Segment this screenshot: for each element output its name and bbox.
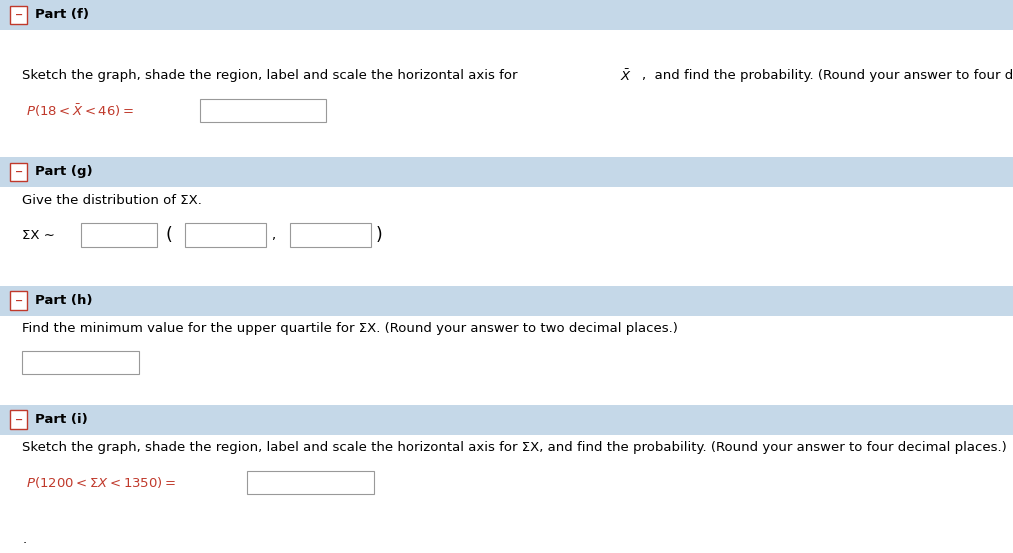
Text: $P(18 < \bar{X} < 46) =$: $P(18 < \bar{X} < 46) =$ <box>22 102 135 119</box>
Bar <box>10 6 27 24</box>
Text: Part (i): Part (i) <box>35 413 88 426</box>
Bar <box>0 0 1013 30</box>
Text: −: − <box>14 296 23 306</box>
Bar <box>247 471 374 494</box>
Text: −: − <box>14 10 23 20</box>
Text: Part (g): Part (g) <box>35 165 93 179</box>
Text: (: ( <box>165 226 172 244</box>
Bar <box>290 223 371 247</box>
Bar <box>10 291 27 310</box>
Text: .: . <box>22 533 26 546</box>
Text: Part (f): Part (f) <box>35 8 89 22</box>
Bar <box>22 351 139 374</box>
Text: Part (h): Part (h) <box>35 294 93 307</box>
Text: Sketch the graph, shade the region, label and scale the horizontal axis for ΣX, : Sketch the graph, shade the region, labe… <box>22 441 1007 455</box>
Bar <box>0 157 1013 187</box>
Bar <box>10 163 27 181</box>
Bar <box>10 410 27 429</box>
Text: −: − <box>14 415 23 425</box>
Bar <box>81 223 157 247</box>
Text: Find the minimum value for the upper quartile for ΣX. (Round your answer to two : Find the minimum value for the upper qua… <box>22 322 678 335</box>
Text: $\bar{X}$: $\bar{X}$ <box>620 68 632 84</box>
Bar <box>200 99 326 122</box>
Text: ,  and find the probability. (Round your answer to four decimal places.): , and find the probability. (Round your … <box>642 69 1013 82</box>
Text: ): ) <box>376 226 383 244</box>
Bar <box>0 405 1013 435</box>
Text: ΣX ∼: ΣX ∼ <box>22 228 55 242</box>
Text: Sketch the graph, shade the region, label and scale the horizontal axis for: Sketch the graph, shade the region, labe… <box>22 69 522 82</box>
Text: Give the distribution of ΣX.: Give the distribution of ΣX. <box>22 194 203 207</box>
Text: $P(1200 < ΣX < 1350) =$: $P(1200 < ΣX < 1350) =$ <box>22 475 176 491</box>
Text: −: − <box>14 167 23 177</box>
Bar <box>185 223 266 247</box>
Text: ,: , <box>271 228 276 242</box>
Bar <box>0 286 1013 316</box>
